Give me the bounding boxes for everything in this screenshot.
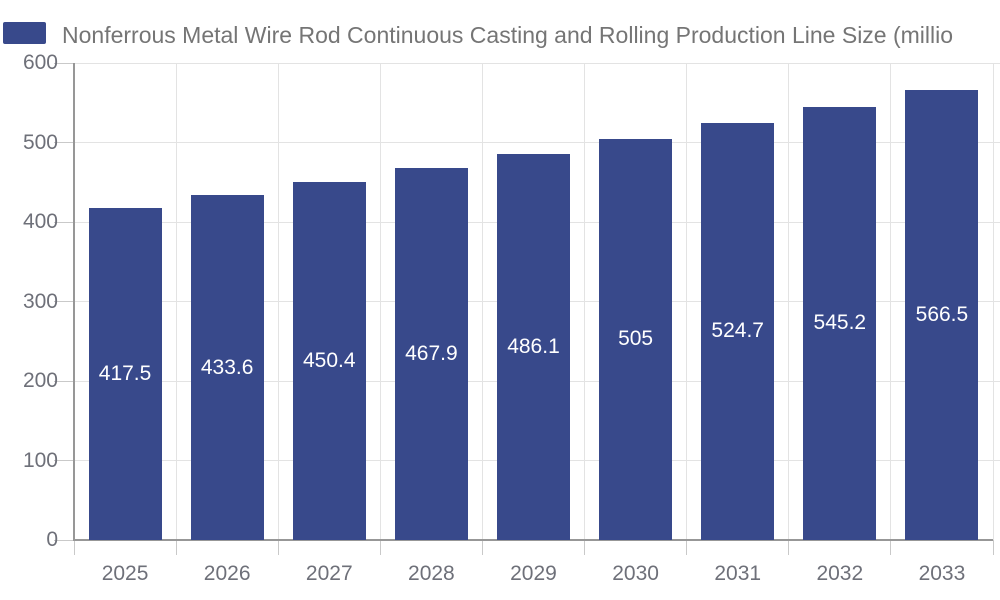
bar[interactable] xyxy=(190,195,264,540)
x-tick-label: 2026 xyxy=(203,562,251,585)
x-tick-label: 2033 xyxy=(918,562,966,585)
bar-value-label: 505 xyxy=(618,327,654,351)
bar[interactable] xyxy=(701,122,775,540)
bar-value-label: 467.9 xyxy=(405,342,458,365)
x-axis-tick xyxy=(584,540,586,555)
x-axis-tick xyxy=(788,540,790,555)
y-tick-label: 600 xyxy=(22,51,58,74)
bar-value-label: 433.6 xyxy=(200,355,254,379)
y-tick-label: 500 xyxy=(22,130,58,154)
bar[interactable] xyxy=(394,168,468,540)
x-axis-tick xyxy=(481,540,483,555)
x-axis-tick xyxy=(277,540,279,555)
bar[interactable] xyxy=(292,181,366,540)
x-axis-line xyxy=(72,539,993,541)
bar-value-label: 566.5 xyxy=(915,302,969,326)
y-axis-tick xyxy=(54,539,74,541)
gridline-vertical xyxy=(584,63,586,540)
gridline-horizontal xyxy=(74,142,1000,143)
y-tick-label: 300 xyxy=(22,289,58,313)
gridline-vertical xyxy=(175,63,177,540)
gridline-horizontal xyxy=(74,62,1000,64)
x-axis-tick xyxy=(73,540,75,555)
y-tick-label: 100 xyxy=(22,448,58,472)
bar[interactable] xyxy=(497,153,570,540)
bar[interactable] xyxy=(905,89,979,540)
x-tick-label: 2029 xyxy=(510,562,557,585)
gridline-vertical xyxy=(277,63,279,540)
bar-value-label: 524.7 xyxy=(711,319,764,343)
bar[interactable] xyxy=(88,208,162,540)
x-axis-tick xyxy=(686,540,688,555)
bar-value-label: 486.1 xyxy=(507,334,560,358)
bar[interactable] xyxy=(803,106,877,540)
x-axis-tick xyxy=(992,540,994,555)
x-tick-label: 2030 xyxy=(612,562,659,585)
x-axis-tick xyxy=(175,540,177,555)
legend[interactable]: Nonferrous Metal Wire Rod Continuous Cas… xyxy=(0,0,1000,56)
bar-value-label: 545.2 xyxy=(813,311,867,335)
gridline-vertical xyxy=(992,63,994,540)
legend-swatch xyxy=(3,22,46,44)
x-tick-label: 2031 xyxy=(714,562,762,585)
y-axis-tick xyxy=(54,460,74,461)
gridline-vertical xyxy=(686,63,688,540)
gridline-vertical xyxy=(481,63,483,540)
x-tick-label: 2032 xyxy=(816,562,864,585)
x-tick-label: 2027 xyxy=(305,562,353,585)
y-axis-line xyxy=(72,63,75,540)
bar-value-label: 450.4 xyxy=(302,348,356,372)
gridline-vertical xyxy=(788,63,790,540)
x-tick-label: 2028 xyxy=(408,562,455,585)
bar-value-label: 417.5 xyxy=(98,362,152,386)
legend-series-label: Nonferrous Metal Wire Rod Continuous Cas… xyxy=(62,22,954,48)
gridline-vertical xyxy=(890,63,892,540)
gridline-vertical xyxy=(379,63,381,540)
y-tick-label: 200 xyxy=(22,369,58,392)
x-axis-tick xyxy=(379,540,381,555)
y-axis-tick xyxy=(54,62,74,64)
y-axis-tick xyxy=(54,142,74,143)
y-axis-tick xyxy=(54,380,74,382)
y-axis-tick xyxy=(54,221,74,223)
bar[interactable] xyxy=(599,138,673,540)
y-axis-tick xyxy=(54,301,74,302)
y-tick-label: 0 xyxy=(46,528,58,551)
x-axis-tick xyxy=(890,540,892,555)
y-tick-label: 400 xyxy=(22,210,58,233)
x-tick-label: 2025 xyxy=(101,562,149,585)
